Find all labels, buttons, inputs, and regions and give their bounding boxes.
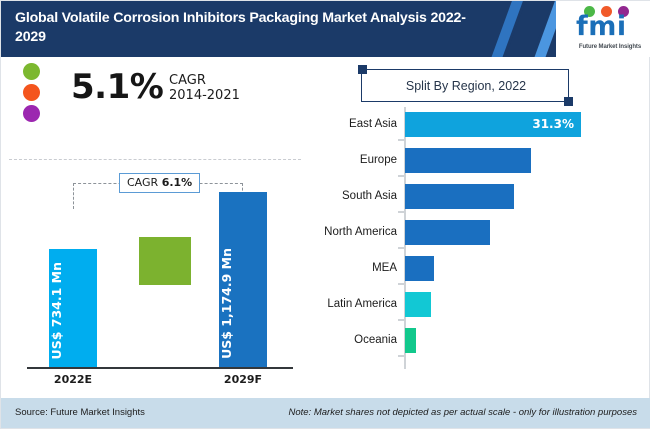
region-row[interactable]: Oceania xyxy=(309,325,645,355)
callout-corner-bottom-right xyxy=(564,97,573,106)
region-row[interactable]: Europe xyxy=(309,145,645,175)
market-bar-2029f-fill: US$ 1,174.9 Mn xyxy=(219,192,267,367)
region-callout-title: Split By Region, 2022 xyxy=(405,79,527,93)
logo-dot-green-icon xyxy=(584,6,595,17)
region-row-bar xyxy=(405,328,416,353)
market-bar-2022e-label: 2022E xyxy=(53,373,93,386)
region-row-value: 31.3% xyxy=(532,117,574,131)
logo-dot-orange-icon xyxy=(601,6,612,17)
region-axis-tick xyxy=(398,283,405,285)
region-row-label: South Asia xyxy=(342,190,397,202)
region-row-label: MEA xyxy=(372,262,397,274)
region-row[interactable]: North America xyxy=(309,217,645,247)
region-row-label: Latin America xyxy=(327,298,397,310)
market-bar-2029f-label: 2029F xyxy=(223,373,263,386)
market-bar-2022e-value: US$ 734.1 Mn xyxy=(49,261,64,359)
market-bar-2022e-fill: US$ 734.1 Mn xyxy=(49,249,97,367)
region-row[interactable]: East Asia 31.3% xyxy=(309,109,645,139)
cagr-dot-orange-icon xyxy=(23,84,40,101)
cagr-label-line2: 2014-2021 xyxy=(169,88,240,103)
market-bar-2029f-value: US$ 1,174.9 Mn xyxy=(219,248,234,359)
market-chart-axis xyxy=(27,367,293,369)
cagr-label-line1: CAGR xyxy=(169,73,206,88)
region-row[interactable]: MEA xyxy=(309,253,645,283)
region-row-bar xyxy=(405,292,431,317)
region-row-label: Oceania xyxy=(354,334,397,346)
cagr-dot-green-icon xyxy=(23,63,40,80)
callout-corner-top-left xyxy=(358,65,367,74)
logo-dots-icon xyxy=(584,6,646,20)
region-row-bar xyxy=(405,148,531,173)
cagr-badge-prefix: CAGR xyxy=(127,176,159,189)
region-row-label: North America xyxy=(324,226,397,238)
region-axis-tick xyxy=(398,319,405,321)
region-row[interactable]: South Asia xyxy=(309,181,645,211)
left-panel: 5.1% CAGR 2014-2021 CAGR 6.1% US$ 734.1 … xyxy=(9,61,301,391)
region-axis-tick xyxy=(398,211,405,213)
region-axis-tick xyxy=(398,247,405,249)
cagr-dot-purple-icon xyxy=(23,105,40,122)
logo-tagline: Future Market Insights xyxy=(578,44,642,50)
market-size-chart: CAGR 6.1% US$ 734.1 Mn 2022E US$ 1,174.9… xyxy=(9,167,301,391)
region-axis-tick xyxy=(398,355,405,357)
panel-divider xyxy=(9,159,301,160)
region-row-label: Europe xyxy=(359,154,397,166)
page-title: Global Volatile Corrosion Inhibitors Pac… xyxy=(15,10,466,45)
region-chart-axis xyxy=(404,107,406,369)
cagr-value: 5.1% xyxy=(71,67,164,107)
footer-bar: Source: Future Market Insights Note: Mar… xyxy=(1,398,650,428)
accent-green-box xyxy=(139,237,191,285)
fmi-logo: fmi Future Market Insights xyxy=(556,1,650,57)
region-axis-tick xyxy=(398,175,405,177)
footer-note: Note: Market shares not depicted as per … xyxy=(288,407,637,418)
region-row[interactable]: Latin America xyxy=(309,289,645,319)
region-row-label: East Asia xyxy=(349,118,397,130)
region-callout: Split By Region, 2022 xyxy=(358,65,573,106)
footer-source: Source: Future Market Insights xyxy=(15,407,145,418)
region-row-bar xyxy=(405,184,514,209)
region-row-bar xyxy=(405,256,434,281)
cagr-badge: CAGR 6.1% xyxy=(119,173,201,193)
header-bar: Global Volatile Corrosion Inhibitors Pac… xyxy=(1,1,650,57)
region-row-bar: 31.3% xyxy=(405,112,581,137)
logo-dot-purple-icon xyxy=(618,6,629,17)
cagr-period-label: CAGR 2014-2021 xyxy=(169,73,240,103)
region-axis-tick xyxy=(398,139,405,141)
region-row-bar xyxy=(405,220,490,245)
logo-wordmark: fmi xyxy=(576,11,627,42)
right-panel: Split By Region, 2022 East Asia 31.3% Euro… xyxy=(309,61,645,391)
cagr-highlight: 5.1% CAGR 2014-2021 xyxy=(9,61,301,123)
cagr-badge-value: 6.1% xyxy=(161,176,193,189)
region-split-chart: East Asia 31.3% Europe South Asia North Amer… xyxy=(309,107,645,387)
